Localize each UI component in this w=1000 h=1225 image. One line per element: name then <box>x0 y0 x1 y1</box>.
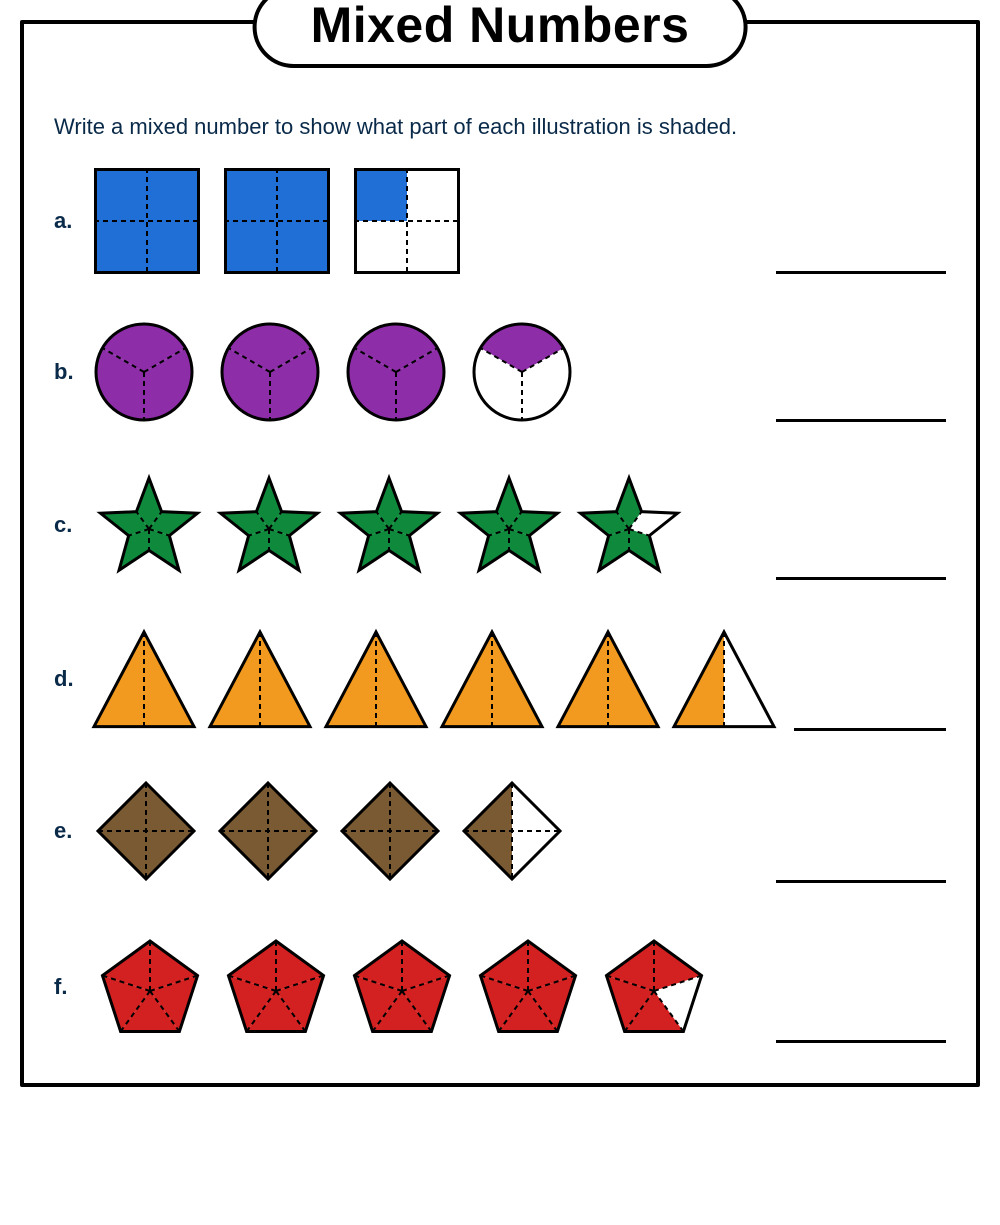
triangle-icon <box>206 628 314 731</box>
problem-row: a. <box>54 168 946 274</box>
triangle-icon <box>90 628 198 731</box>
star-icon <box>94 470 204 580</box>
shapes-group <box>94 322 760 422</box>
page-title: Mixed Numbers <box>253 0 748 68</box>
pentagon-icon <box>472 931 584 1043</box>
worksheet-frame: Mixed Numbers Write a mixed number to sh… <box>20 20 980 1087</box>
pentagon-icon <box>94 931 206 1043</box>
shapes-group <box>94 168 760 274</box>
row-label: a. <box>54 208 94 234</box>
diamond-icon <box>460 779 564 883</box>
pentagon-icon <box>598 931 710 1043</box>
shapes-group <box>90 628 778 731</box>
row-label: e. <box>54 818 94 844</box>
star-icon <box>454 470 564 580</box>
circle-icon <box>94 322 194 422</box>
triangle-icon <box>670 628 778 731</box>
square-icon <box>94 168 200 274</box>
row-label: f. <box>54 974 94 1000</box>
circle-icon <box>346 322 446 422</box>
triangle-icon <box>554 628 662 731</box>
answer-blank[interactable] <box>776 556 946 580</box>
star-icon <box>334 470 444 580</box>
shapes-group <box>94 931 760 1043</box>
diamond-icon <box>94 779 198 883</box>
answer-blank[interactable] <box>776 1019 946 1043</box>
problem-row: d. <box>54 628 946 731</box>
row-label: c. <box>54 512 94 538</box>
answer-blank[interactable] <box>794 707 946 731</box>
instructions-text: Write a mixed number to show what part o… <box>54 114 946 140</box>
shapes-group <box>94 470 760 580</box>
row-label: d. <box>54 666 90 692</box>
answer-blank[interactable] <box>776 250 946 274</box>
rows-container: a. b. c. d. e. f. <box>54 168 946 1043</box>
square-icon <box>354 168 460 274</box>
problem-row: e. <box>54 779 946 883</box>
star-icon <box>574 470 684 580</box>
pentagon-icon <box>220 931 332 1043</box>
triangle-icon <box>438 628 546 731</box>
answer-blank[interactable] <box>776 859 946 883</box>
pentagon-icon <box>346 931 458 1043</box>
answer-blank[interactable] <box>776 398 946 422</box>
problem-row: c. <box>54 470 946 580</box>
row-label: b. <box>54 359 94 385</box>
triangle-icon <box>322 628 430 731</box>
diamond-icon <box>338 779 442 883</box>
diamond-icon <box>216 779 320 883</box>
circle-icon <box>220 322 320 422</box>
shapes-group <box>94 779 760 883</box>
problem-row: b. <box>54 322 946 422</box>
problem-row: f. <box>54 931 946 1043</box>
star-icon <box>214 470 324 580</box>
circle-icon <box>472 322 572 422</box>
square-icon <box>224 168 330 274</box>
